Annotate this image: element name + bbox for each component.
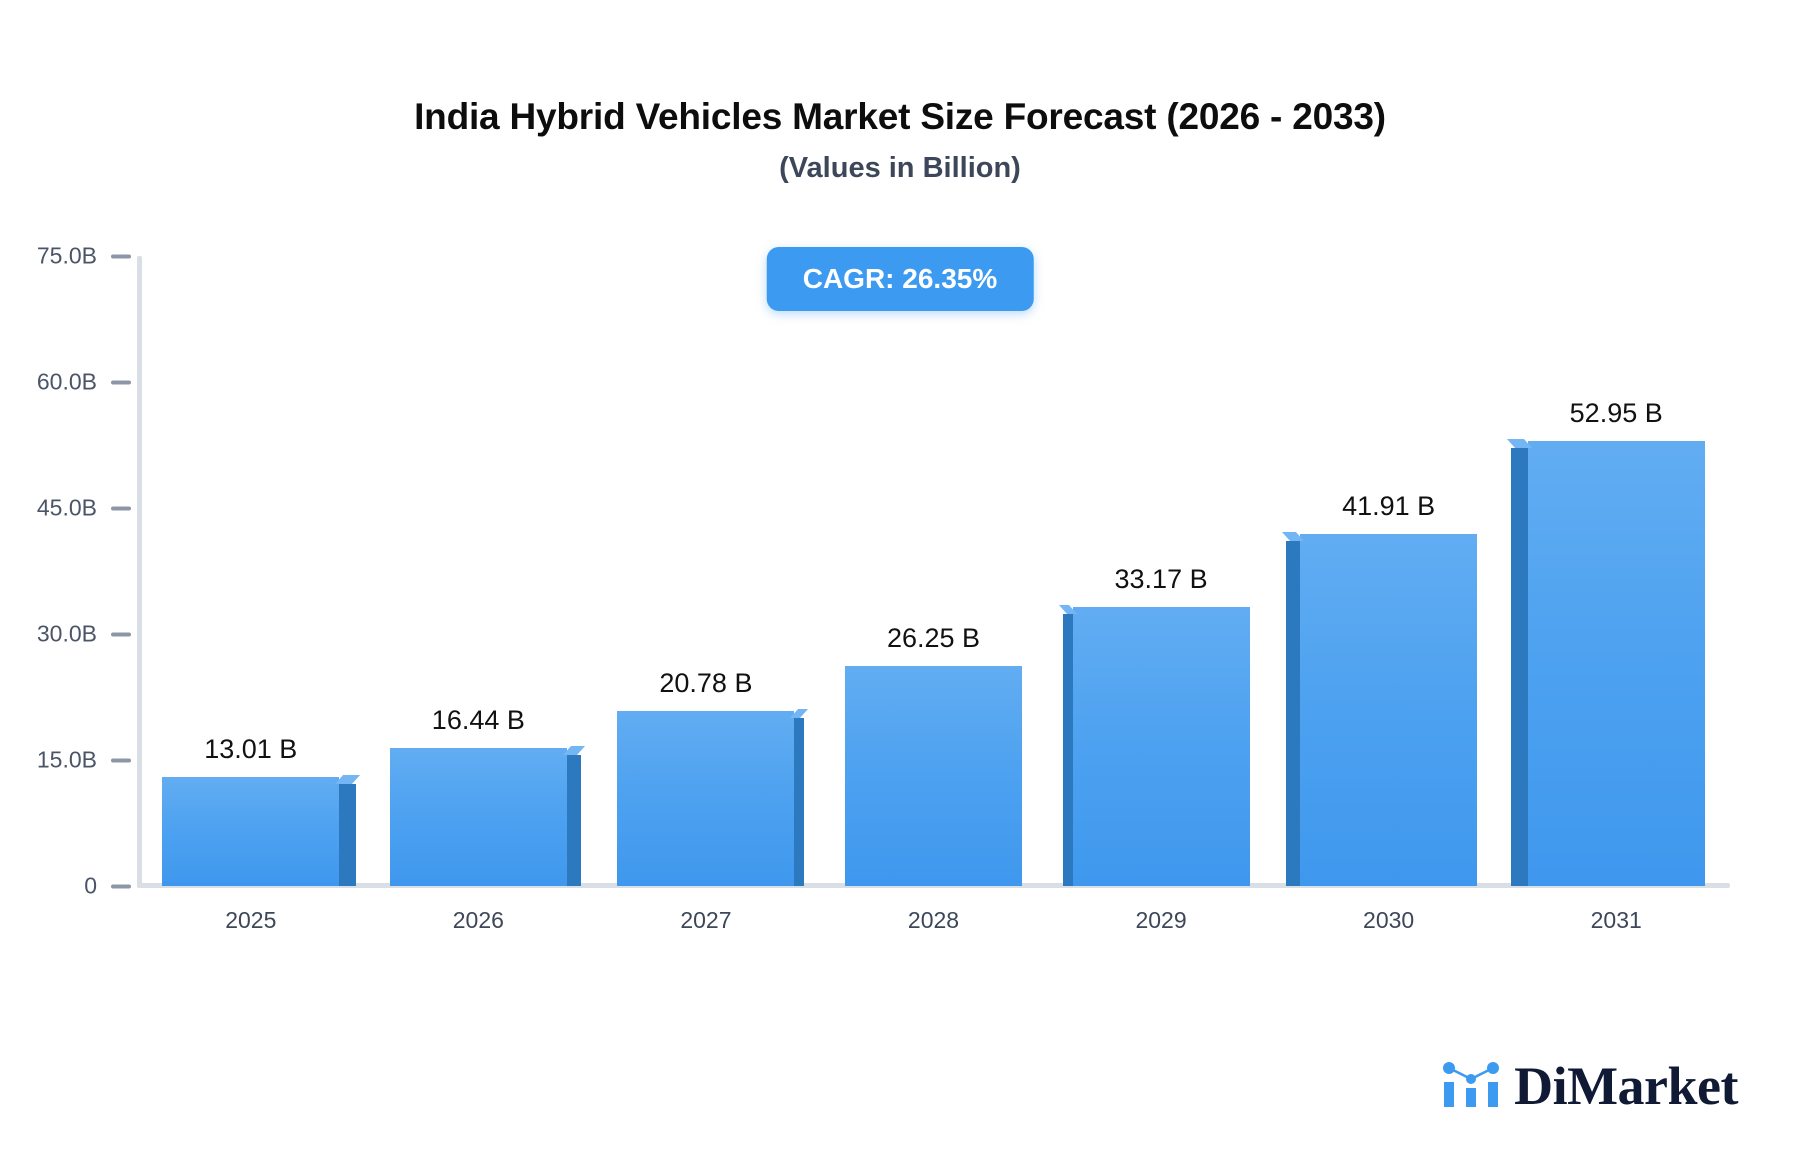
y-axis-tick: 75.0B [37, 243, 131, 270]
y-axis-tick: 60.0B [37, 369, 131, 396]
bar-side-face [794, 718, 804, 886]
y-axis-ticks: 0 15.0B 30.0B 45.0B 60.0B 75.0B [0, 0, 131, 1156]
bar-value-label: 52.95 B [1569, 398, 1663, 429]
page-title: India Hybrid Vehicles Market Size Foreca… [414, 96, 1386, 137]
x-axis-label: 2025 [225, 907, 277, 933]
x-axis-label: 2029 [1135, 907, 1187, 933]
y-axis-tick: 0 [84, 873, 131, 900]
bar-value-label: 16.44 B [431, 704, 525, 735]
chart-subtitle: (Values in Billion) [779, 151, 1021, 184]
bar-front-face [617, 711, 795, 886]
bar-value-label: 26.25 B [886, 622, 981, 653]
y-axis-tick-mark [111, 380, 131, 384]
y-axis-tick-label: 15.0B [36, 746, 97, 773]
y-axis-tick-mark [111, 506, 131, 510]
bar-chart-dots-icon [1442, 1057, 1500, 1114]
y-axis-tick-label: 0 [84, 872, 97, 899]
x-axis-label: 2030 [1363, 907, 1415, 933]
y-axis-tick-label: 45.0B [36, 494, 97, 521]
bar-side-face [1510, 448, 1528, 886]
y-axis-tick: 30.0B [37, 621, 131, 648]
logo-text: DiMarket [1514, 1055, 1738, 1116]
bar-front-face [845, 665, 1022, 886]
plot-area: 13.01 B 16.44 B 20.78 B 26.25 B 33.17 B 41.91… [137, 256, 1730, 886]
bar-value-label: 20.78 B [659, 668, 753, 699]
y-axis-tick-label: 30.0B [36, 620, 97, 647]
bar: 13.01 B [162, 734, 361, 886]
y-axis-tick-mark [111, 632, 131, 636]
x-axis-label: 2027 [680, 907, 732, 933]
y-axis-tick: 45.0B [37, 495, 131, 522]
cagr-badge: CAGR: 26.35% [766, 247, 1034, 311]
title-block: India Hybrid Vehicles Market Size Foreca… [0, 96, 1800, 185]
y-axis-tick-label: 75.0B [36, 242, 97, 269]
bar: 52.95 B [1506, 398, 1705, 886]
y-axis-tick-mark [111, 758, 131, 762]
bar: 20.78 B [617, 668, 808, 886]
bar: 41.91 B [1282, 491, 1478, 886]
bar: 33.17 B [1059, 564, 1250, 886]
x-axis-label: 2031 [1590, 907, 1642, 933]
bar: 26.25 B [845, 623, 1022, 886]
dimarket-logo: DiMarket [1442, 1057, 1738, 1114]
bar-value-label: 13.01 B [204, 733, 298, 764]
bar-front-face [389, 747, 567, 886]
bar-side-face [566, 754, 581, 886]
bar-side-face [339, 783, 357, 886]
x-axis-label: 2026 [452, 907, 504, 933]
bar-front-face [1300, 533, 1478, 886]
y-axis-tick-mark [111, 884, 131, 888]
bar-front-face [162, 776, 340, 886]
bar: 16.44 B [389, 705, 585, 886]
bar-front-face [1072, 607, 1250, 886]
y-axis-tick: 15.0B [37, 747, 131, 774]
bar-side-face [1286, 540, 1301, 886]
y-axis-tick-mark [111, 254, 131, 258]
x-axis-label: 2028 [907, 907, 960, 933]
y-axis-line [137, 256, 142, 888]
bar-front-face [1527, 441, 1705, 886]
bar-value-label: 33.17 B [1114, 564, 1208, 595]
bar-value-label: 41.91 B [1342, 490, 1436, 521]
y-axis-tick-label: 60.0B [36, 368, 97, 395]
bar-side-face [1063, 614, 1073, 886]
